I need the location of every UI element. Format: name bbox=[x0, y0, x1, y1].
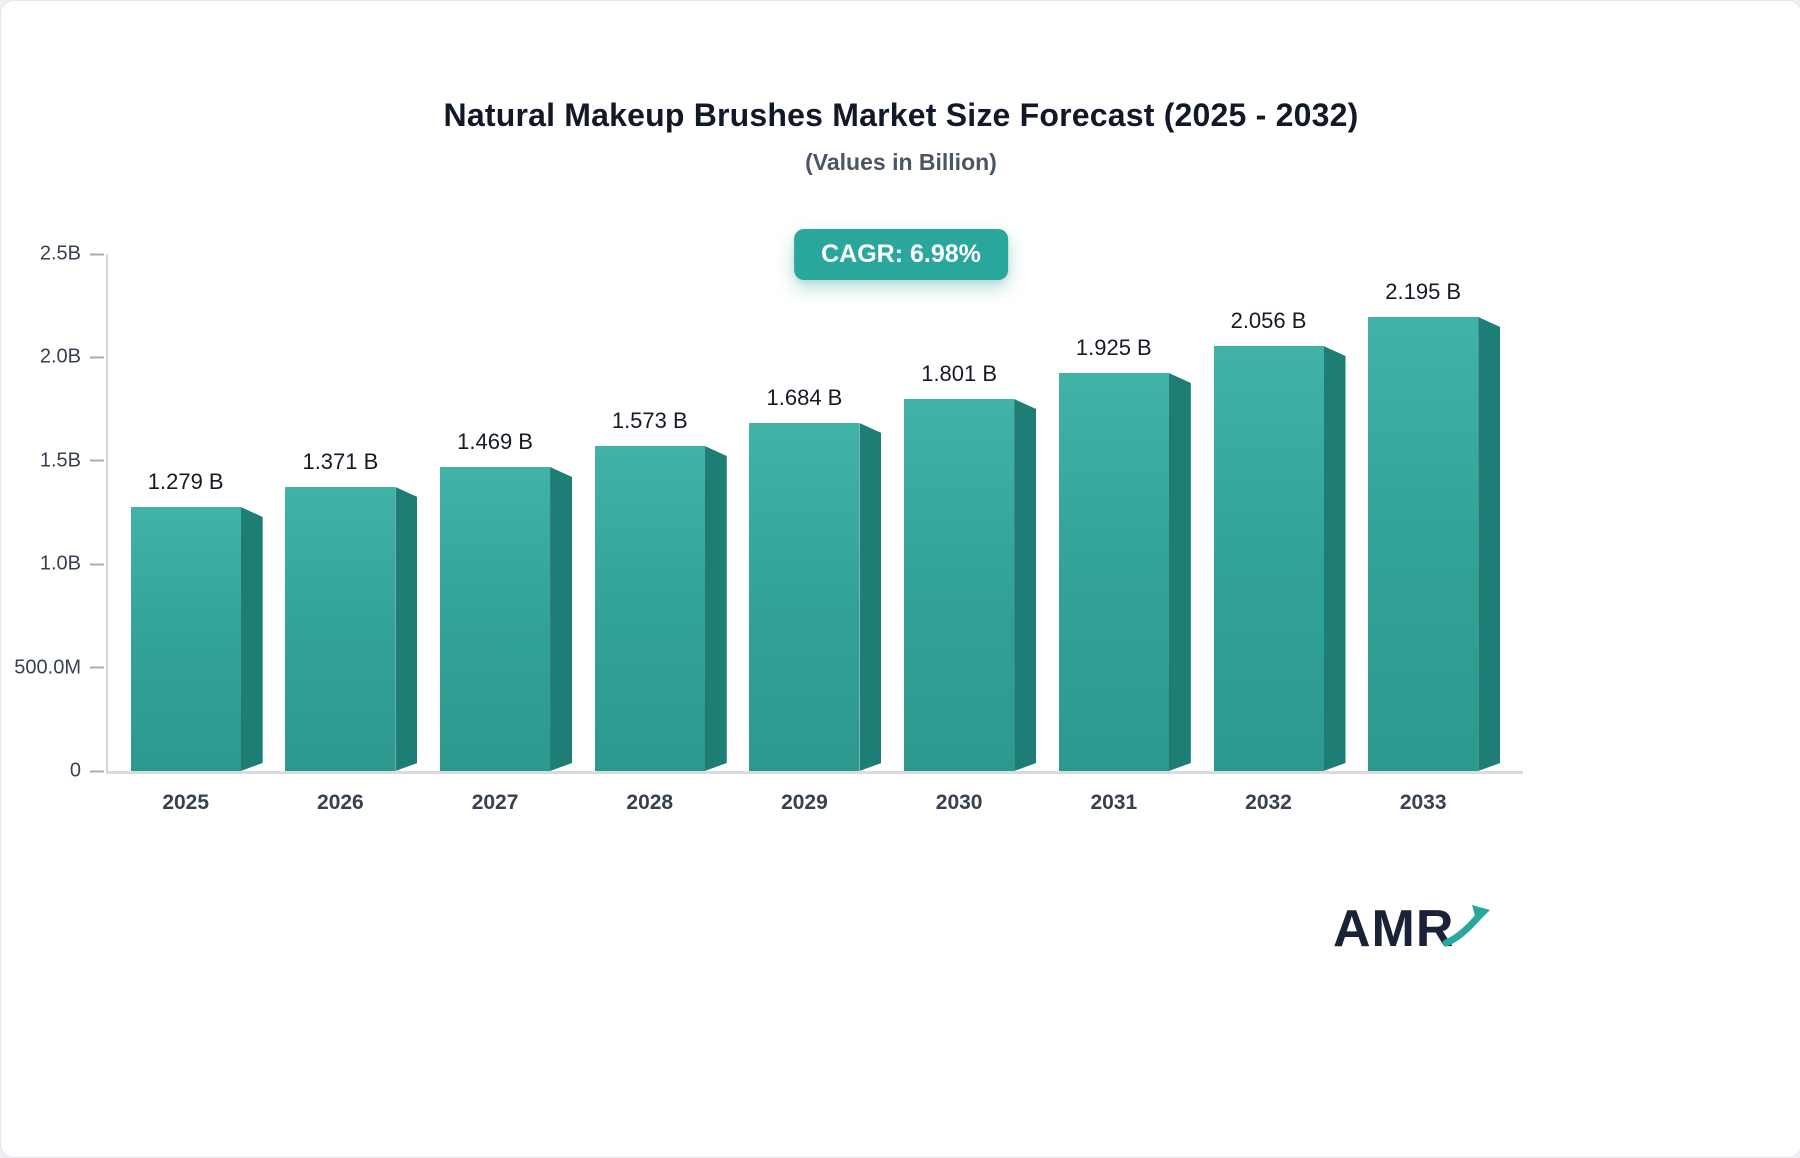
x-axis-label: 2033 bbox=[1399, 791, 1447, 814]
y-axis-tick: 0 bbox=[70, 760, 104, 783]
bar-front-face bbox=[130, 507, 241, 771]
x-axis-label: 2027 bbox=[471, 791, 519, 814]
bar-side-face bbox=[395, 487, 417, 771]
bar-side-face bbox=[1169, 373, 1191, 771]
bar-side-face bbox=[241, 507, 263, 771]
y-axis-tick-mark bbox=[90, 356, 104, 359]
bar-front-face bbox=[1058, 373, 1169, 771]
bar-group: 1.279 B 2025 bbox=[130, 254, 263, 814]
bar-front-face bbox=[440, 467, 551, 771]
chart-subtitle: (Values in Billion) bbox=[805, 149, 997, 175]
y-axis-tick: 500.0M bbox=[14, 656, 104, 679]
bar-side-face bbox=[1478, 317, 1500, 771]
y-axis-tick-mark bbox=[90, 666, 104, 669]
x-axis-label: 2029 bbox=[781, 791, 828, 814]
bar bbox=[1213, 346, 1346, 771]
bar-value-label: 1.469 B bbox=[457, 429, 533, 454]
y-axis: 2.5B 2.0B 1.5B 1.0B 500.0M 0 bbox=[1, 243, 104, 782]
bars-container: 1.279 B 2025 1.371 B 2026 1.469 B 2027 1.573 B… bbox=[108, 254, 1523, 814]
bar-value-label: 2.195 B bbox=[1385, 279, 1462, 304]
y-axis-tick-label: 2.5B bbox=[39, 242, 81, 265]
bar-side-face bbox=[705, 446, 727, 771]
bar bbox=[1058, 373, 1191, 771]
x-axis-label: 2026 bbox=[317, 791, 364, 814]
cagr-badge: CAGR: 6.98% bbox=[794, 229, 1008, 280]
bar bbox=[440, 467, 572, 771]
bar bbox=[594, 446, 727, 771]
trend-up-arrow-icon bbox=[1442, 905, 1491, 947]
y-axis-tick-mark bbox=[90, 459, 104, 462]
x-axis-label: 2031 bbox=[1090, 791, 1138, 814]
bar-group: 1.371 B 2026 bbox=[285, 254, 417, 814]
bar-side-face bbox=[1324, 346, 1346, 771]
bar bbox=[130, 507, 263, 771]
bar-front-face bbox=[904, 399, 1015, 771]
bar-value-label: 2.056 B bbox=[1230, 308, 1307, 333]
bar bbox=[285, 487, 417, 771]
bar-group: 1.684 B 2029 bbox=[749, 254, 881, 814]
bar bbox=[749, 423, 881, 771]
x-axis-label: 2028 bbox=[626, 791, 674, 814]
bar-value-label: 1.371 B bbox=[302, 449, 379, 474]
bar-value-label: 1.684 B bbox=[766, 385, 843, 410]
y-axis-tick-mark bbox=[90, 770, 104, 772]
bar-group: 1.573 B 2028 bbox=[594, 254, 727, 814]
y-axis-tick: 1.5B bbox=[40, 449, 104, 472]
chart-title: Natural Makeup Brushes Market Size Forec… bbox=[443, 97, 1359, 133]
y-axis-tick-mark bbox=[90, 253, 104, 255]
x-axis-label: 2030 bbox=[935, 791, 983, 814]
x-axis-label: 2032 bbox=[1245, 791, 1292, 814]
y-axis-tick-label: 1.5B bbox=[39, 449, 81, 472]
bar-value-label: 1.801 B bbox=[921, 361, 998, 386]
y-axis-tick-label: 0 bbox=[69, 759, 81, 782]
bar-group: 1.469 B 2027 bbox=[440, 254, 572, 814]
y-axis-tick-label: 1.0B bbox=[39, 552, 81, 575]
bar-value-label: 1.573 B bbox=[611, 408, 688, 433]
y-axis-tick-label: 500.0M bbox=[14, 656, 81, 679]
bar bbox=[1368, 317, 1500, 771]
bar-group: 1.925 B 2031 bbox=[1058, 254, 1191, 814]
bar-side-face bbox=[550, 467, 572, 771]
bar-front-face bbox=[749, 423, 860, 771]
brand-logo: AMR bbox=[1333, 899, 1494, 959]
bar-value-label: 1.279 B bbox=[147, 469, 224, 494]
bar-side-face bbox=[1014, 399, 1036, 771]
bar bbox=[904, 399, 1036, 771]
y-axis-tick-mark bbox=[90, 563, 104, 566]
bar-side-face bbox=[859, 423, 881, 771]
brand-logo-text: AMR bbox=[1333, 900, 1455, 958]
bar-front-face bbox=[1213, 346, 1324, 771]
bar-front-face bbox=[285, 487, 396, 771]
bar-value-label: 1.925 B bbox=[1075, 335, 1152, 360]
y-axis-tick: 2.0B bbox=[40, 346, 104, 369]
y-axis-tick: 2.5B bbox=[40, 243, 104, 266]
x-axis-label: 2025 bbox=[162, 791, 210, 814]
plot-area: 1.279 B 2025 1.371 B 2026 1.469 B 2027 1.573 B… bbox=[106, 254, 1523, 814]
bar-front-face bbox=[594, 446, 705, 771]
bar-group: 1.801 B 2030 bbox=[904, 254, 1036, 814]
bar-front-face bbox=[1368, 317, 1479, 771]
y-axis-tick: 1.0B bbox=[40, 553, 104, 576]
y-axis-tick-label: 2.0B bbox=[39, 345, 81, 368]
bar-group: 2.056 B 2032 bbox=[1213, 254, 1346, 814]
bar-group: 2.195 B 2033 bbox=[1368, 254, 1500, 814]
